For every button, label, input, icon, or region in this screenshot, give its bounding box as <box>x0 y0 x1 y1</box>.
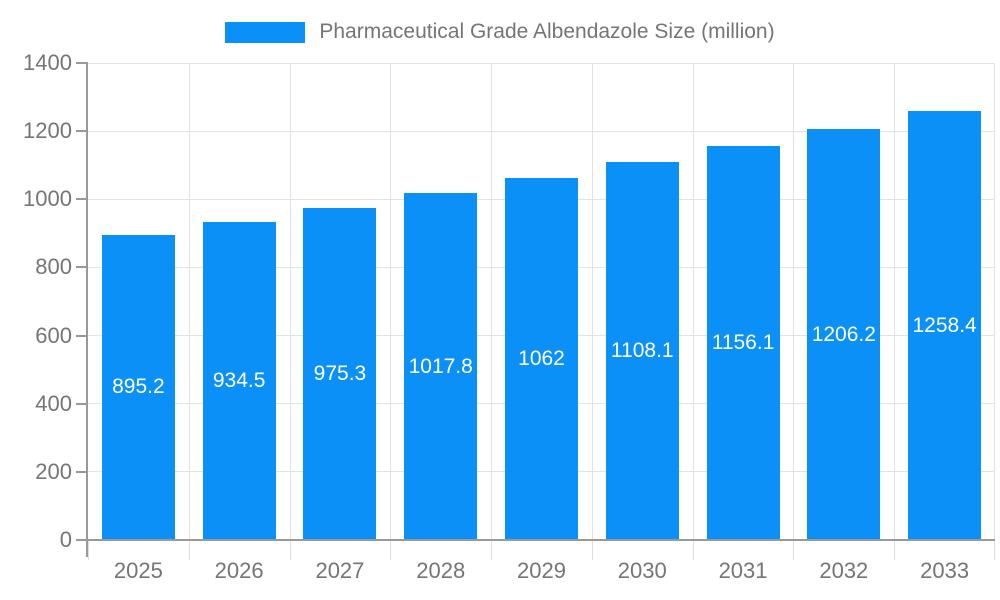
bar-value-label: 934.5 <box>212 368 266 392</box>
v-gridline <box>188 63 190 540</box>
x-tick <box>289 540 291 560</box>
x-category-label: 2025 <box>113 558 163 583</box>
y-tick <box>76 334 88 337</box>
y-tick <box>76 62 88 64</box>
x-category-label: 2030 <box>617 558 667 583</box>
y-tick-label: 1400 <box>23 50 72 75</box>
bar-value-label: 1156.1 <box>711 331 775 355</box>
bar-value-label: 1017.8 <box>408 354 473 378</box>
x-category-label: 2027 <box>315 558 365 583</box>
x-axis-line <box>86 539 995 541</box>
bar <box>807 129 881 540</box>
bar <box>505 178 578 540</box>
y-tick-label: 1200 <box>23 118 72 144</box>
x-axis-labels: 2025 2026 2027 2028 2029 2030 2031 2032 2033 <box>88 558 995 588</box>
bar-value-label: 1108.1 <box>610 339 674 363</box>
x-category-label: 2031 <box>718 558 768 583</box>
v-gridline <box>793 63 795 540</box>
x-category-label: 2029 <box>517 558 566 583</box>
y-tick <box>76 402 88 405</box>
v-gridline <box>289 63 291 540</box>
v-gridline <box>894 63 896 540</box>
bar <box>404 193 478 540</box>
x-category-label: 2026 <box>214 558 264 583</box>
bar-value-label: 1258.4 <box>912 313 977 337</box>
y-tick-label: 800 <box>35 254 72 280</box>
x-category-label: 2033 <box>920 558 970 583</box>
v-gridline <box>390 63 392 540</box>
bar <box>303 207 377 540</box>
legend-label: Pharmaceutical Grade Albendazole Size (m… <box>319 20 775 43</box>
x-tick <box>692 540 694 560</box>
bar <box>202 221 276 540</box>
v-gridline <box>994 63 995 540</box>
bar <box>605 162 679 540</box>
x-tick <box>491 540 493 560</box>
x-tick <box>88 540 89 560</box>
y-tick <box>76 266 88 269</box>
x-category-label: 2032 <box>819 558 869 583</box>
h-gridline <box>88 62 995 64</box>
y-axis-line <box>86 63 88 557</box>
y-tick-label: 0 <box>59 527 72 552</box>
y-axis-labels: 0 200 400 600 800 1000 1200 1400 <box>0 51 72 552</box>
y-tick <box>76 470 88 473</box>
bar <box>101 235 175 540</box>
bar <box>908 111 982 540</box>
x-category-label: 2028 <box>416 558 466 583</box>
bar <box>706 146 780 540</box>
y-tick-label: 1000 <box>23 186 72 212</box>
bar-value-label: 1206.2 <box>811 322 876 346</box>
bar-value-label: 1062 <box>518 347 565 371</box>
legend-swatch <box>225 21 306 43</box>
x-tick <box>390 540 392 560</box>
x-tick <box>591 540 593 560</box>
bar-value-label: 895.2 <box>112 375 165 399</box>
y-tick-label: 600 <box>35 322 72 348</box>
plot-area: 895.2 934.5 975.3 1017.8 1062 1108.1 1156.1 120… <box>76 62 995 560</box>
y-tick-label: 200 <box>35 458 72 484</box>
v-gridline <box>491 63 493 540</box>
legend: Pharmaceutical Grade Albendazole Size (m… <box>0 20 1000 44</box>
y-tick <box>76 198 88 201</box>
y-tick <box>76 130 88 133</box>
x-tick <box>894 540 896 560</box>
y-tick-label: 400 <box>35 390 72 416</box>
x-tick <box>188 540 190 560</box>
y-tick <box>76 539 88 541</box>
h-gridline <box>88 130 995 132</box>
v-gridline <box>591 63 593 540</box>
bar-value-label: 975.3 <box>313 361 367 385</box>
v-gridline <box>692 63 694 540</box>
x-tick <box>994 540 995 560</box>
x-tick <box>793 540 795 560</box>
